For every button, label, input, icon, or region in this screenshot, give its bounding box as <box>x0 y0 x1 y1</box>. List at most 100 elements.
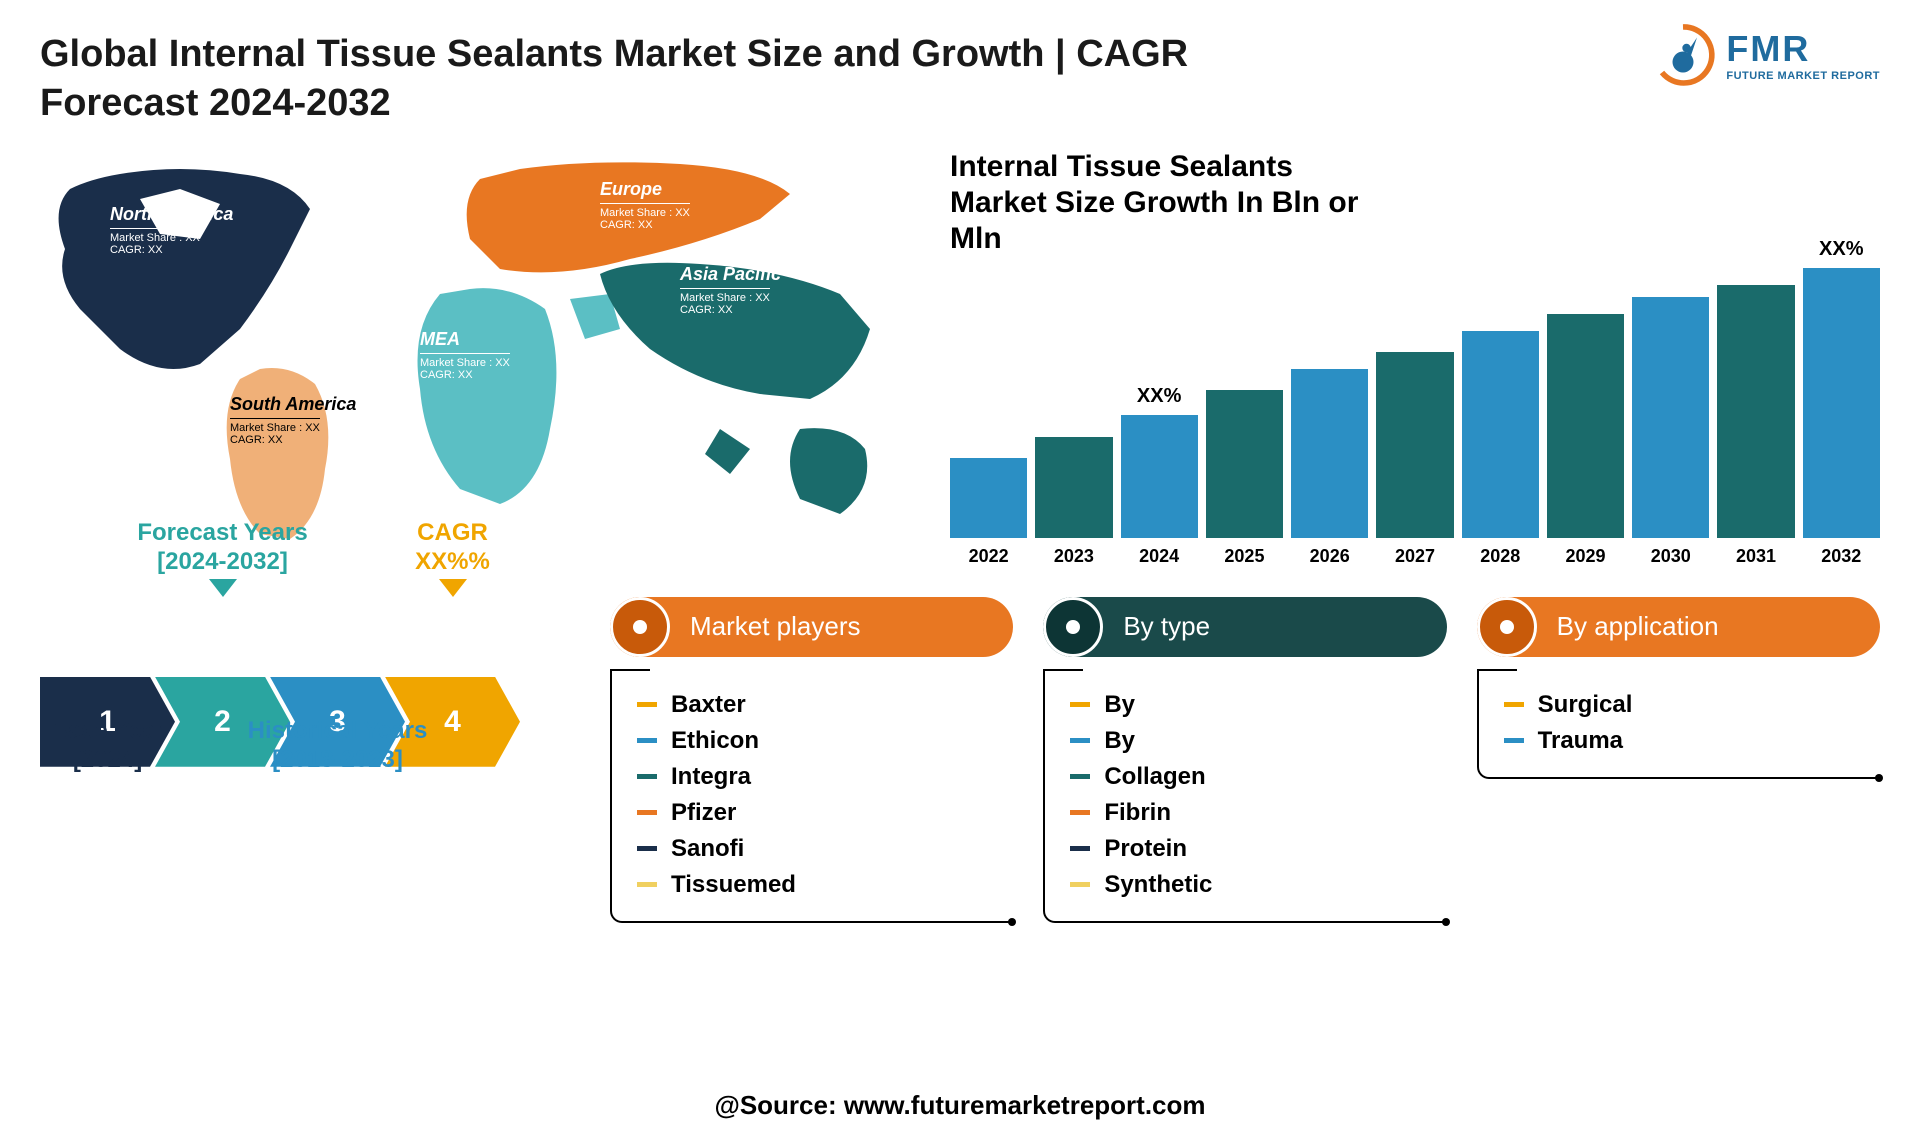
region-cagr: CAGR: XX <box>600 219 690 231</box>
timeline-label: CAGRXX%% <box>363 519 543 577</box>
region-south-america: South America Market Share : XX CAGR: XX <box>230 394 356 446</box>
pill-header: By type <box>1043 597 1446 657</box>
bar-2026: 2026 <box>1291 369 1368 567</box>
pill-item: By <box>1070 723 1436 759</box>
bar-2028: 2028 <box>1462 331 1539 567</box>
pill-item-label: Protein <box>1104 835 1187 863</box>
pill-item: Tissuemed <box>637 867 1003 903</box>
pill-item-label: Synthetic <box>1104 871 1212 899</box>
dash-icon <box>1070 774 1090 779</box>
dash-icon <box>1070 846 1090 851</box>
dash-icon <box>637 810 657 815</box>
pill-item-label: Tissuemed <box>671 871 796 899</box>
pill-item: By <box>1070 687 1436 723</box>
region-share: Market Share : XX <box>680 292 781 304</box>
bar-year-label: 2024 <box>1139 546 1179 567</box>
bar-2022: 2022 <box>950 458 1027 567</box>
dash-icon <box>637 774 657 779</box>
pill-circle-icon <box>1477 597 1537 657</box>
pill-by-application: By application Surgical Trauma <box>1477 597 1880 923</box>
region-share: Market Share : XX <box>110 232 233 244</box>
bar-rect <box>950 458 1027 538</box>
pill-item: Trauma <box>1504 723 1870 759</box>
region-cagr: CAGR: XX <box>110 244 233 256</box>
pill-item: Integra <box>637 759 1003 795</box>
pill-item: Pfizer <box>637 795 1003 831</box>
region-name: MEA <box>420 329 510 350</box>
pill-circle-icon <box>1043 597 1103 657</box>
bar-rect <box>1717 285 1794 538</box>
pill-item-label: By <box>1104 727 1135 755</box>
pill-item: Baxter <box>637 687 1003 723</box>
chart-title: Internal Tissue Sealants Market Size Gro… <box>950 149 1390 257</box>
bar-2024: XX% 2024 <box>1121 415 1198 566</box>
region-share: Market Share : XX <box>230 422 356 434</box>
pill-item-label: Baxter <box>671 691 746 719</box>
region-name: Asia Pacific <box>680 264 781 285</box>
timeline-label: Forecast Years[2024-2032] <box>133 519 313 577</box>
region-north-america: North America Market Share : XX CAGR: XX <box>110 204 233 256</box>
pill-item-label: Ethicon <box>671 727 759 755</box>
bar-year-label: 2032 <box>1821 546 1861 567</box>
pill-item-label: By <box>1104 691 1135 719</box>
region-name: South America <box>230 394 356 415</box>
pill-item-label: Fibrin <box>1104 799 1171 827</box>
bar-annotation: XX% <box>1137 385 1181 408</box>
pill-header: Market players <box>610 597 1013 657</box>
bar-rect <box>1803 268 1880 538</box>
pill-item-label: Collagen <box>1104 763 1205 791</box>
bar-2032: XX% 2032 <box>1803 268 1880 567</box>
dash-icon <box>637 882 657 887</box>
region-europe: Europe Market Share : XX CAGR: XX <box>600 179 690 231</box>
bar-chart: Internal Tissue Sealants Market Size Gro… <box>950 149 1880 567</box>
region-cagr: CAGR: XX <box>420 369 510 381</box>
page-title: Global Internal Tissue Sealants Market S… <box>40 30 1340 129</box>
pill-bracket: By By Collagen Fibrin Protein Synthetic <box>1043 669 1446 923</box>
timeline-arrow-icon <box>439 579 467 597</box>
timeline-label: Historical Years[2018-2023] <box>248 717 428 775</box>
pill-item: Surgical <box>1504 687 1870 723</box>
bar-2027: 2027 <box>1376 352 1453 567</box>
bar-rect <box>1462 331 1539 538</box>
source-text: @Source: www.futuremarketreport.com <box>714 1090 1205 1121</box>
pill-bracket: Baxter Ethicon Integra Pfizer Sanofi Tis… <box>610 669 1013 923</box>
timeline: 1234 Base Year[2024]Forecast Years[2024-… <box>40 597 590 923</box>
pill-item: Synthetic <box>1070 867 1436 903</box>
pill-title: By application <box>1537 611 1880 642</box>
logo-brand: FMR <box>1726 28 1880 70</box>
bar-rect <box>1121 415 1198 537</box>
dash-icon <box>1070 810 1090 815</box>
fmr-logo: FMR FUTURE MARKET REPORT <box>1648 20 1880 90</box>
bar-2023: 2023 <box>1035 437 1112 567</box>
bar-year-label: 2022 <box>969 546 1009 567</box>
timeline-arrow-icon <box>324 691 352 709</box>
bar-year-label: 2030 <box>1651 546 1691 567</box>
timeline-label: Base Year[2024] <box>18 717 198 775</box>
pill-market-players: Market players Baxter Ethicon Integra Pf… <box>610 597 1013 923</box>
logo-subtitle: FUTURE MARKET REPORT <box>1726 70 1880 82</box>
pill-item: Sanofi <box>637 831 1003 867</box>
pill-item-label: Sanofi <box>671 835 744 863</box>
pill-item: Collagen <box>1070 759 1436 795</box>
bar-year-label: 2027 <box>1395 546 1435 567</box>
region-cagr: CAGR: XX <box>680 304 781 316</box>
pill-header: By application <box>1477 597 1880 657</box>
pill-title: By type <box>1103 611 1446 642</box>
bar-annotation: XX% <box>1819 238 1863 261</box>
dash-icon <box>1504 738 1524 743</box>
bar-rect <box>1547 314 1624 538</box>
dash-icon <box>1070 882 1090 887</box>
world-map: North America Market Share : XX CAGR: XX… <box>40 149 920 549</box>
pill-item-label: Pfizer <box>671 799 736 827</box>
bar-2025: 2025 <box>1206 390 1283 567</box>
region-share: Market Share : XX <box>600 207 690 219</box>
bar-rect <box>1632 297 1709 537</box>
pill-circle-icon <box>610 597 670 657</box>
region-share: Market Share : XX <box>420 357 510 369</box>
pill-title: Market players <box>670 611 1013 642</box>
pill-item-label: Integra <box>671 763 751 791</box>
pill-item-label: Trauma <box>1538 727 1623 755</box>
bar-2030: 2030 <box>1632 297 1709 566</box>
timeline-arrow-icon <box>209 579 237 597</box>
dash-icon <box>637 738 657 743</box>
